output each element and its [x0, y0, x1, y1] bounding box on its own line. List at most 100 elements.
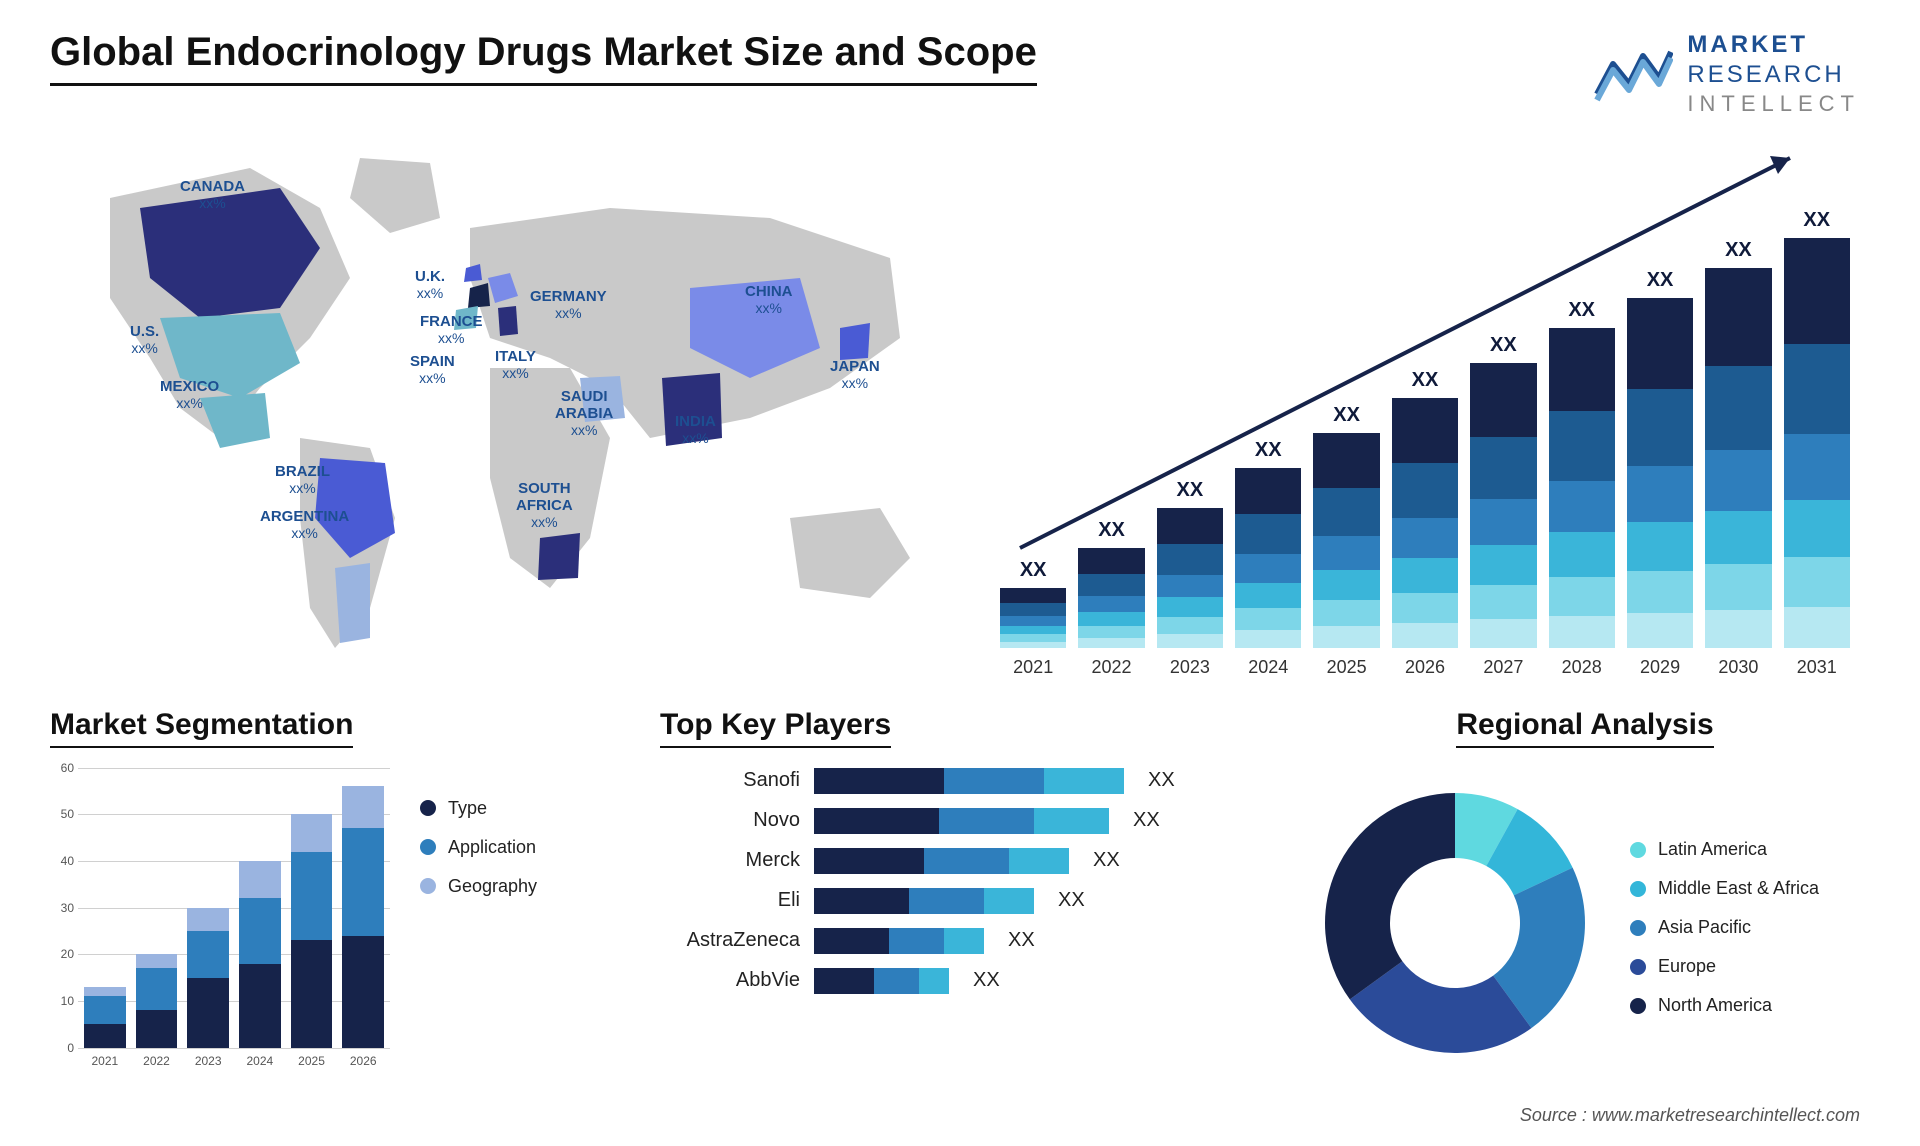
player-value: XX: [1058, 889, 1085, 912]
growth-bar-value: XX: [1020, 559, 1047, 582]
player-value: XX: [1008, 929, 1035, 952]
growth-x-label: 2024: [1235, 657, 1301, 678]
growth-bar-value: XX: [1568, 299, 1595, 322]
segmentation-legend: Type Application Geography: [420, 768, 610, 1068]
map-label-southafrica: SOUTHAFRICAxx%: [516, 480, 573, 531]
seg-legend-item: Geography: [420, 876, 610, 897]
regional-legend: Latin America Middle East & Africa Asia Pa…: [1630, 829, 1860, 1016]
growth-bar-value: XX: [1412, 369, 1439, 392]
player-name: AstraZeneca: [660, 929, 800, 952]
page-title: Global Endocrinology Drugs Market Size a…: [50, 30, 1037, 86]
map-label-germany: GERMANYxx%: [530, 288, 607, 321]
player-bar: [814, 768, 1124, 794]
region-legend-item: Europe: [1630, 956, 1860, 977]
map-label-spain: SPAINxx%: [410, 353, 455, 386]
player-bar: [814, 968, 949, 994]
player-bar: [814, 808, 1109, 834]
segmentation-title: Market Segmentation: [50, 708, 353, 748]
growth-x-label: 2028: [1549, 657, 1615, 678]
map-label-uk: U.K.xx%: [415, 268, 445, 301]
seg-bar-2024: [239, 861, 281, 1048]
seg-x-label: 2022: [136, 1054, 178, 1068]
map-label-france: FRANCExx%: [420, 313, 483, 346]
seg-y-tick: 20: [61, 947, 74, 961]
player-value: XX: [1093, 849, 1120, 872]
growth-bar-value: XX: [1177, 479, 1204, 502]
player-name: Novo: [660, 809, 800, 832]
regional-donut: [1310, 778, 1600, 1068]
map-label-brazil: BRAZILxx%: [275, 463, 330, 496]
player-row-astrazeneca: AstraZeneca XX: [660, 928, 1260, 954]
map-label-mexico: MEXICOxx%: [160, 378, 219, 411]
map-label-argentina: ARGENTINAxx%: [260, 508, 349, 541]
growth-x-label: 2025: [1313, 657, 1379, 678]
players-panel: Top Key Players SanofiXXNovoXXMerckXXEli…: [660, 708, 1260, 994]
seg-x-label: 2026: [342, 1054, 384, 1068]
growth-bar-2023: XX: [1157, 479, 1223, 648]
growth-x-label: 2026: [1392, 657, 1458, 678]
growth-bar-2024: XX: [1235, 439, 1301, 648]
growth-bar-2028: XX: [1549, 299, 1615, 648]
players-title: Top Key Players: [660, 708, 891, 748]
region-legend-item: Latin America: [1630, 839, 1860, 860]
region-legend-item: Asia Pacific: [1630, 917, 1860, 938]
donut-slice-northamerica: [1325, 793, 1455, 999]
map-label-india: INDIAxx%: [675, 413, 716, 446]
growth-x-label: 2030: [1705, 657, 1771, 678]
world-map: CANADAxx%U.S.xx%MEXICOxx%BRAZILxx%ARGENT…: [50, 138, 950, 678]
growth-bar-value: XX: [1725, 239, 1752, 262]
regional-title: Regional Analysis: [1456, 708, 1713, 748]
seg-legend-item: Type: [420, 798, 610, 819]
growth-bar-2027: XX: [1470, 334, 1536, 648]
logo-line3: INTELLECT: [1687, 90, 1860, 118]
player-bar: [814, 928, 984, 954]
seg-x-label: 2024: [239, 1054, 281, 1068]
seg-bar-2023: [187, 908, 229, 1048]
player-row-abbvie: AbbVie XX: [660, 968, 1260, 994]
brand-logo: MARKET RESEARCH INTELLECT: [1593, 30, 1860, 118]
map-label-us: U.S.xx%: [130, 323, 159, 356]
growth-bar-2031: XX: [1784, 209, 1850, 648]
seg-bar-2026: [342, 786, 384, 1047]
map-label-japan: JAPANxx%: [830, 358, 880, 391]
seg-legend-item: Application: [420, 837, 610, 858]
growth-bar-value: XX: [1647, 269, 1674, 292]
player-name: AbbVie: [660, 969, 800, 992]
player-row-sanofi: Sanofi XX: [660, 768, 1260, 794]
map-label-saudiarabia: SAUDIARABIAxx%: [555, 388, 613, 439]
growth-bar-value: XX: [1098, 519, 1125, 542]
growth-bar-2030: XX: [1705, 239, 1771, 648]
logo-line1: MARKET: [1687, 30, 1860, 60]
region-legend-item: North America: [1630, 995, 1860, 1016]
player-name: Eli: [660, 889, 800, 912]
growth-bar-value: XX: [1490, 334, 1517, 357]
growth-bar-value: XX: [1255, 439, 1282, 462]
seg-bar-2021: [84, 987, 126, 1048]
growth-bar-2021: XX: [1000, 559, 1066, 648]
seg-bar-2022: [136, 954, 178, 1047]
growth-bar-value: XX: [1333, 404, 1360, 427]
seg-y-tick: 40: [61, 854, 74, 868]
seg-x-label: 2021: [84, 1054, 126, 1068]
player-row-eli: Eli XX: [660, 888, 1260, 914]
map-label-italy: ITALYxx%: [495, 348, 536, 381]
growth-bar-2026: XX: [1392, 369, 1458, 648]
regional-panel: Regional Analysis Latin America Middle Ea…: [1310, 708, 1860, 1068]
segmentation-panel: Market Segmentation 0102030405060 202120…: [50, 708, 610, 1068]
segmentation-chart: 0102030405060 202120222023202420252026: [50, 768, 390, 1068]
map-label-china: CHINAxx%: [745, 283, 793, 316]
region-legend-item: Middle East & Africa: [1630, 878, 1860, 899]
growth-bar-chart: XXXXXXXXXXXXXXXXXXXXXX 20212022202320242…: [990, 138, 1860, 678]
logo-line2: RESEARCH: [1687, 60, 1860, 90]
seg-y-tick: 50: [61, 807, 74, 821]
seg-y-tick: 30: [61, 901, 74, 915]
growth-x-label: 2027: [1470, 657, 1536, 678]
growth-bar-2025: XX: [1313, 404, 1379, 648]
player-value: XX: [1148, 769, 1175, 792]
player-name: Sanofi: [660, 769, 800, 792]
player-value: XX: [973, 969, 1000, 992]
growth-x-label: 2029: [1627, 657, 1693, 678]
player-row-merck: MerckXX: [660, 848, 1260, 874]
player-bar: [814, 848, 1069, 874]
logo-icon: [1593, 44, 1673, 104]
